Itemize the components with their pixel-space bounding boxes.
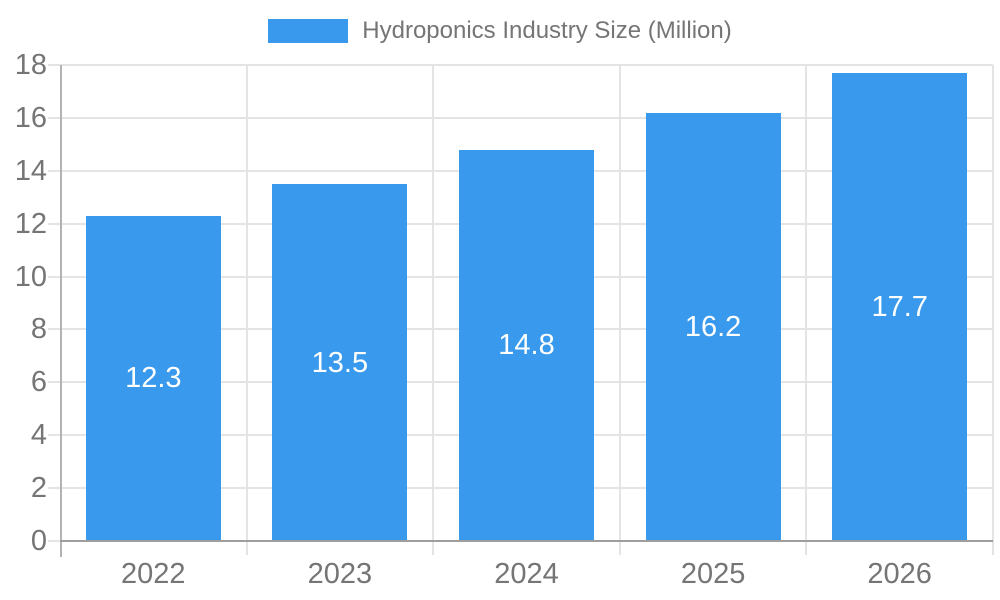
- y-tick-label: 12: [14, 207, 47, 240]
- x-gridline: [805, 65, 808, 555]
- bar-value-label: 17.7: [871, 290, 928, 323]
- y-tick-label: 4: [30, 419, 47, 452]
- x-tick-label: 2023: [307, 558, 373, 590]
- bar-value-label: 12.3: [125, 362, 182, 395]
- bar-2022[interactable]: [85, 215, 221, 541]
- y-gridline: [48, 64, 993, 66]
- x-tick-label: 2026: [867, 558, 932, 590]
- y-tick-label: 10: [14, 260, 47, 293]
- bar-2024[interactable]: [459, 149, 594, 541]
- y-tick-label: 16: [14, 101, 47, 134]
- legend-item[interactable]: Hydroponics Industry Size (Million): [268, 17, 732, 45]
- bar-value-label: 16.2: [684, 310, 742, 343]
- bar-2025[interactable]: [645, 112, 781, 541]
- plot-area: 0 2 4 6 8 10 12 14 16 18 12.3 13.5 14.8 16.2 17.7 2022 2…: [15, 49, 994, 590]
- bar-2023[interactable]: [272, 184, 408, 541]
- bar-2026[interactable]: [832, 72, 968, 541]
- y-tick-label: 18: [14, 49, 47, 81]
- x-gridline: [618, 65, 621, 555]
- x-tick-label: 2022: [121, 558, 186, 590]
- y-tick-label: 0: [30, 525, 47, 557]
- legend: Hydroponics Industry Size (Million): [0, 17, 1000, 45]
- y-tick-label: 2: [30, 472, 47, 505]
- legend-label: Hydroponics Industry Size (Million): [362, 17, 732, 44]
- x-gridline: [432, 65, 435, 555]
- x-axis-line: [60, 540, 993, 542]
- y-axis-line: [60, 65, 62, 557]
- x-tick-label: 2025: [680, 558, 746, 590]
- y-axis-tick: [48, 540, 60, 542]
- y-tick-label: 8: [30, 313, 47, 346]
- y-gridline: [48, 116, 993, 119]
- bar-value-label: 14.8: [498, 329, 555, 362]
- x-gridline: [992, 65, 994, 555]
- x-gridline: [245, 65, 248, 555]
- y-tick-label: 6: [30, 366, 47, 399]
- legend-swatch-icon: [268, 19, 349, 43]
- bar-value-label: 13.5: [311, 346, 369, 379]
- y-tick-label: 14: [14, 154, 47, 187]
- x-tick-label: 2024: [494, 558, 559, 590]
